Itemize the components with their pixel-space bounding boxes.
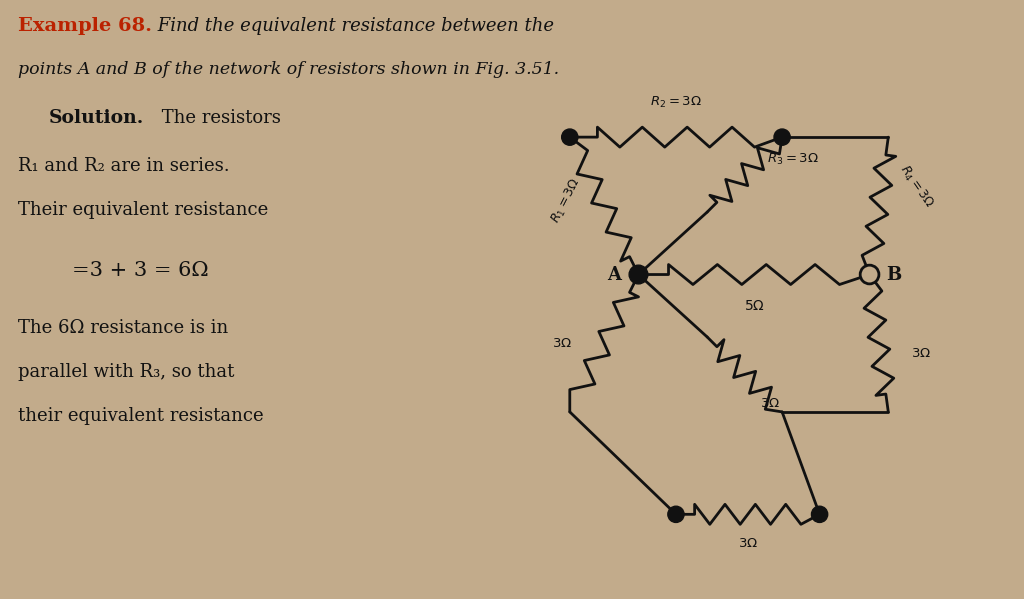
Circle shape — [811, 506, 827, 522]
Text: $R_1=3\Omega$: $R_1=3\Omega$ — [549, 176, 585, 226]
Text: points A and B of the network of resistors shown in Fig. 3.51.: points A and B of the network of resisto… — [18, 61, 559, 78]
Text: Solution.: Solution. — [49, 109, 144, 127]
Text: $3\Omega$: $3\Omega$ — [760, 397, 779, 410]
Text: The resistors: The resistors — [156, 109, 281, 127]
Circle shape — [562, 129, 578, 145]
Text: Their equivalent resistance: Their equivalent resistance — [18, 201, 268, 219]
Circle shape — [774, 129, 791, 145]
Text: $R_2=3\Omega$: $R_2=3\Omega$ — [650, 95, 701, 110]
Circle shape — [860, 265, 879, 284]
Circle shape — [668, 506, 684, 522]
Text: parallel with R₃, so that: parallel with R₃, so that — [18, 363, 234, 381]
Text: R₁ and R₂ are in series.: R₁ and R₂ are in series. — [18, 157, 230, 175]
Text: =3 + 3 = 6Ω: =3 + 3 = 6Ω — [72, 261, 208, 280]
Text: $3\Omega$: $3\Omega$ — [911, 347, 932, 360]
Text: $3\Omega$: $3\Omega$ — [552, 337, 571, 350]
Text: $R_4=3\Omega$: $R_4=3\Omega$ — [896, 163, 937, 211]
Text: $5\Omega$: $5\Omega$ — [743, 300, 765, 313]
Text: B: B — [886, 265, 901, 283]
Text: The 6Ω resistance is in: The 6Ω resistance is in — [18, 319, 228, 337]
Text: Find the equivalent resistance between the: Find the equivalent resistance between t… — [152, 17, 554, 35]
Text: $R_3=3\Omega$: $R_3=3\Omega$ — [767, 152, 819, 167]
Circle shape — [629, 265, 648, 284]
Text: A: A — [607, 265, 621, 283]
Text: their equivalent resistance: their equivalent resistance — [18, 407, 264, 425]
Text: Example 68.: Example 68. — [18, 17, 153, 35]
Text: $3\Omega$: $3\Omega$ — [737, 537, 758, 550]
